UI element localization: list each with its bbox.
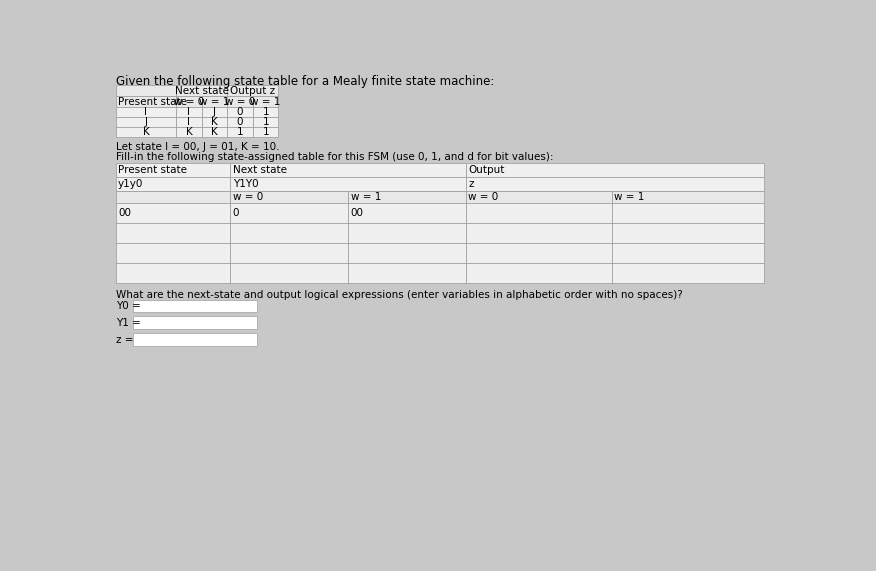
- Bar: [230, 223, 348, 243]
- Bar: [253, 107, 279, 117]
- Bar: [116, 163, 230, 177]
- Bar: [348, 243, 466, 263]
- Text: K: K: [186, 127, 193, 137]
- Bar: [176, 86, 227, 96]
- Bar: [201, 96, 227, 107]
- Bar: [227, 96, 253, 107]
- Text: K: K: [143, 127, 149, 137]
- Text: z =: z =: [116, 335, 133, 344]
- Bar: [116, 96, 176, 107]
- Text: I: I: [187, 117, 190, 127]
- Bar: [230, 191, 348, 203]
- Text: Present state: Present state: [118, 165, 187, 175]
- Text: Next state: Next state: [174, 86, 229, 96]
- Text: w = 1: w = 1: [614, 192, 645, 202]
- Text: I: I: [145, 107, 147, 117]
- Text: 0: 0: [237, 107, 244, 117]
- Bar: [116, 177, 230, 191]
- Text: I: I: [187, 107, 190, 117]
- Text: Let state I = 00, J = 01, K = 10.: Let state I = 00, J = 01, K = 10.: [116, 142, 279, 152]
- Text: 1: 1: [237, 127, 244, 137]
- Bar: [227, 117, 253, 127]
- Bar: [133, 300, 257, 312]
- Bar: [133, 316, 257, 329]
- Bar: [611, 223, 764, 243]
- Bar: [348, 203, 466, 223]
- Bar: [116, 263, 230, 283]
- Text: Fill-in the following state-assigned table for this FSM (use 0, 1, and d for bit: Fill-in the following state-assigned tab…: [116, 152, 554, 163]
- Bar: [176, 107, 201, 117]
- Bar: [116, 223, 230, 243]
- Bar: [611, 203, 764, 223]
- Text: J: J: [145, 117, 147, 127]
- Bar: [230, 203, 348, 223]
- Bar: [116, 107, 176, 117]
- Bar: [176, 127, 201, 137]
- Bar: [348, 191, 466, 203]
- Text: Present state: Present state: [118, 96, 187, 107]
- Bar: [176, 96, 201, 107]
- Text: 1: 1: [262, 107, 269, 117]
- Text: y1y0: y1y0: [118, 179, 144, 189]
- Text: z: z: [469, 179, 474, 189]
- Text: Y1 =: Y1 =: [116, 317, 140, 328]
- Text: 1: 1: [262, 117, 269, 127]
- Bar: [176, 117, 201, 127]
- Bar: [133, 333, 257, 345]
- Bar: [227, 107, 253, 117]
- Bar: [116, 243, 230, 263]
- Bar: [201, 107, 227, 117]
- Bar: [611, 243, 764, 263]
- Text: w = 1: w = 1: [251, 96, 281, 107]
- Bar: [466, 163, 764, 177]
- Bar: [466, 203, 611, 223]
- Text: Next state: Next state: [233, 165, 286, 175]
- Text: Output: Output: [469, 165, 505, 175]
- Text: w = 1: w = 1: [200, 96, 230, 107]
- Text: 0: 0: [237, 117, 244, 127]
- Bar: [466, 223, 611, 243]
- Bar: [116, 117, 176, 127]
- Bar: [116, 203, 230, 223]
- Text: K: K: [211, 117, 218, 127]
- Bar: [466, 263, 611, 283]
- Bar: [253, 96, 279, 107]
- Bar: [116, 127, 176, 137]
- Text: w = 0: w = 0: [225, 96, 255, 107]
- Bar: [466, 191, 611, 203]
- Text: 00: 00: [350, 208, 364, 218]
- Text: w = 0: w = 0: [469, 192, 498, 202]
- Text: Y1Y0: Y1Y0: [233, 179, 258, 189]
- Bar: [348, 263, 466, 283]
- Text: 0: 0: [233, 208, 239, 218]
- Bar: [348, 223, 466, 243]
- Bar: [230, 243, 348, 263]
- Bar: [201, 127, 227, 137]
- Bar: [230, 177, 466, 191]
- Bar: [116, 191, 230, 203]
- Bar: [230, 163, 466, 177]
- Bar: [253, 117, 279, 127]
- Bar: [201, 117, 227, 127]
- Text: w = 0: w = 0: [173, 96, 204, 107]
- Bar: [227, 127, 253, 137]
- Bar: [611, 191, 764, 203]
- Bar: [253, 127, 279, 137]
- Text: Y0 =: Y0 =: [116, 301, 140, 311]
- Bar: [611, 263, 764, 283]
- Text: w = 1: w = 1: [350, 192, 381, 202]
- Text: Output z: Output z: [230, 86, 275, 96]
- Text: 1: 1: [262, 127, 269, 137]
- Text: w = 0: w = 0: [233, 192, 263, 202]
- Text: Given the following state table for a Mealy finite state machine:: Given the following state table for a Me…: [116, 75, 494, 88]
- Text: What are the next-state and output logical expressions (enter variables in alpha: What are the next-state and output logic…: [116, 289, 682, 300]
- Bar: [227, 86, 279, 96]
- Bar: [116, 86, 176, 96]
- Text: 00: 00: [118, 208, 131, 218]
- Bar: [466, 243, 611, 263]
- Bar: [230, 263, 348, 283]
- Text: J: J: [213, 107, 216, 117]
- Bar: [466, 177, 764, 191]
- Text: K: K: [211, 127, 218, 137]
